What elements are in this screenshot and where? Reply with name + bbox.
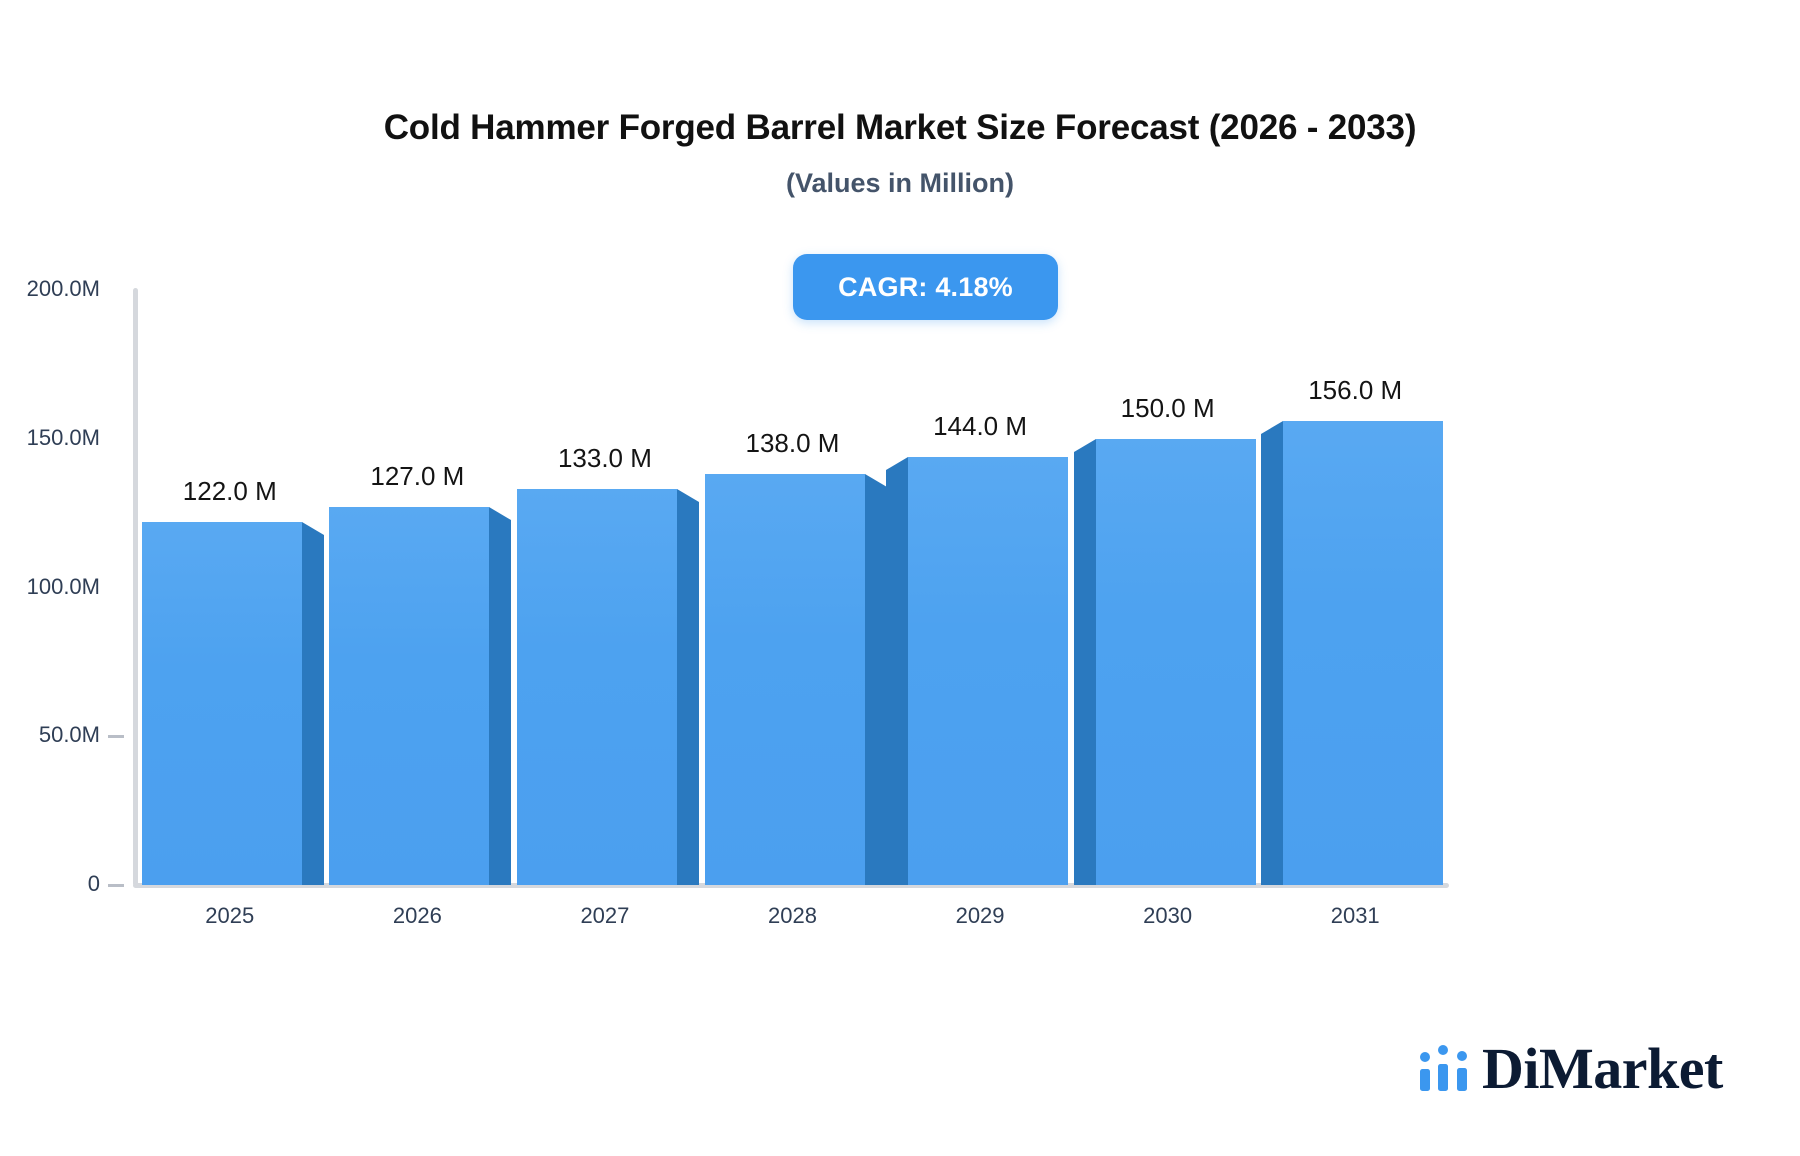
bar-side-bevel: [301, 522, 324, 536]
bar-side-bevel: [886, 456, 909, 470]
bar-value-label: 122.0 M: [182, 476, 277, 507]
bar-side-bevel: [864, 474, 887, 488]
bar-face: [141, 522, 302, 885]
y-tick-label: 150.0M: [26, 424, 100, 450]
y-axis-line: [133, 288, 138, 886]
bar-face: [329, 507, 490, 885]
y-tick-mark: [108, 735, 124, 739]
y-tick-mark: [108, 884, 124, 887]
x-tick-label-2026: 2026: [392, 903, 442, 928]
x-axis-line: [133, 883, 1449, 888]
x-tick-label-2028: 2028: [768, 903, 817, 928]
bar-value-label: 156.0 M: [1308, 374, 1403, 405]
x-tick-label-2030: 2030: [1143, 903, 1193, 928]
y-tick-label: 50.0M: [38, 722, 100, 748]
bar-side-panel: [864, 487, 887, 885]
bar-side-panel: [489, 520, 512, 885]
y-tick-label: 200.0M: [26, 276, 100, 301]
bar-value-label: 138.0 M: [745, 428, 840, 459]
x-tick-label-2031: 2031: [1330, 903, 1380, 928]
bar-side-panel: [1073, 451, 1096, 885]
bar-side-panel: [886, 469, 909, 885]
bar-side-bevel: [1073, 438, 1096, 452]
brand-logo: DiMarket: [1418, 1040, 1723, 1098]
cagr-badge-label: CAGR: 4.18%: [838, 271, 1013, 302]
bar-chart-icon: [1420, 1045, 1467, 1091]
bar-value-label: 150.0 M: [1120, 392, 1215, 423]
chart-title: Cold Hammer Forged Barrel Market Size Fo…: [383, 108, 1417, 147]
bar-side-bevel: [676, 489, 699, 503]
bar-side-panel: [676, 502, 699, 885]
y-tick-label: 100.0M: [26, 573, 100, 599]
brand-name: DiMarket: [1482, 1036, 1723, 1101]
x-tick-label-2029: 2029: [955, 903, 1005, 928]
y-tick-label: 0: [87, 871, 100, 896]
x-tick-label-2027: 2027: [580, 903, 630, 928]
bar-side-panel: [301, 535, 324, 885]
bar-face: [704, 474, 865, 885]
bar-side-bevel: [489, 507, 512, 521]
x-tick-label-2025: 2025: [205, 903, 255, 928]
bar-face: [1095, 438, 1256, 885]
chart-subtitle: (Values in Million): [785, 168, 1015, 198]
bar-value-label: 144.0 M: [933, 410, 1028, 441]
cagr-badge: CAGR: 4.18%: [793, 254, 1058, 320]
bar-face: [516, 489, 677, 885]
bar-value-label: 127.0 M: [370, 461, 465, 492]
bar-face: [1283, 420, 1444, 885]
bar-value-label: 133.0 M: [557, 443, 652, 474]
bar-side-bevel: [1261, 420, 1284, 434]
bar-side-panel: [1261, 433, 1284, 885]
bar-face: [908, 456, 1069, 885]
